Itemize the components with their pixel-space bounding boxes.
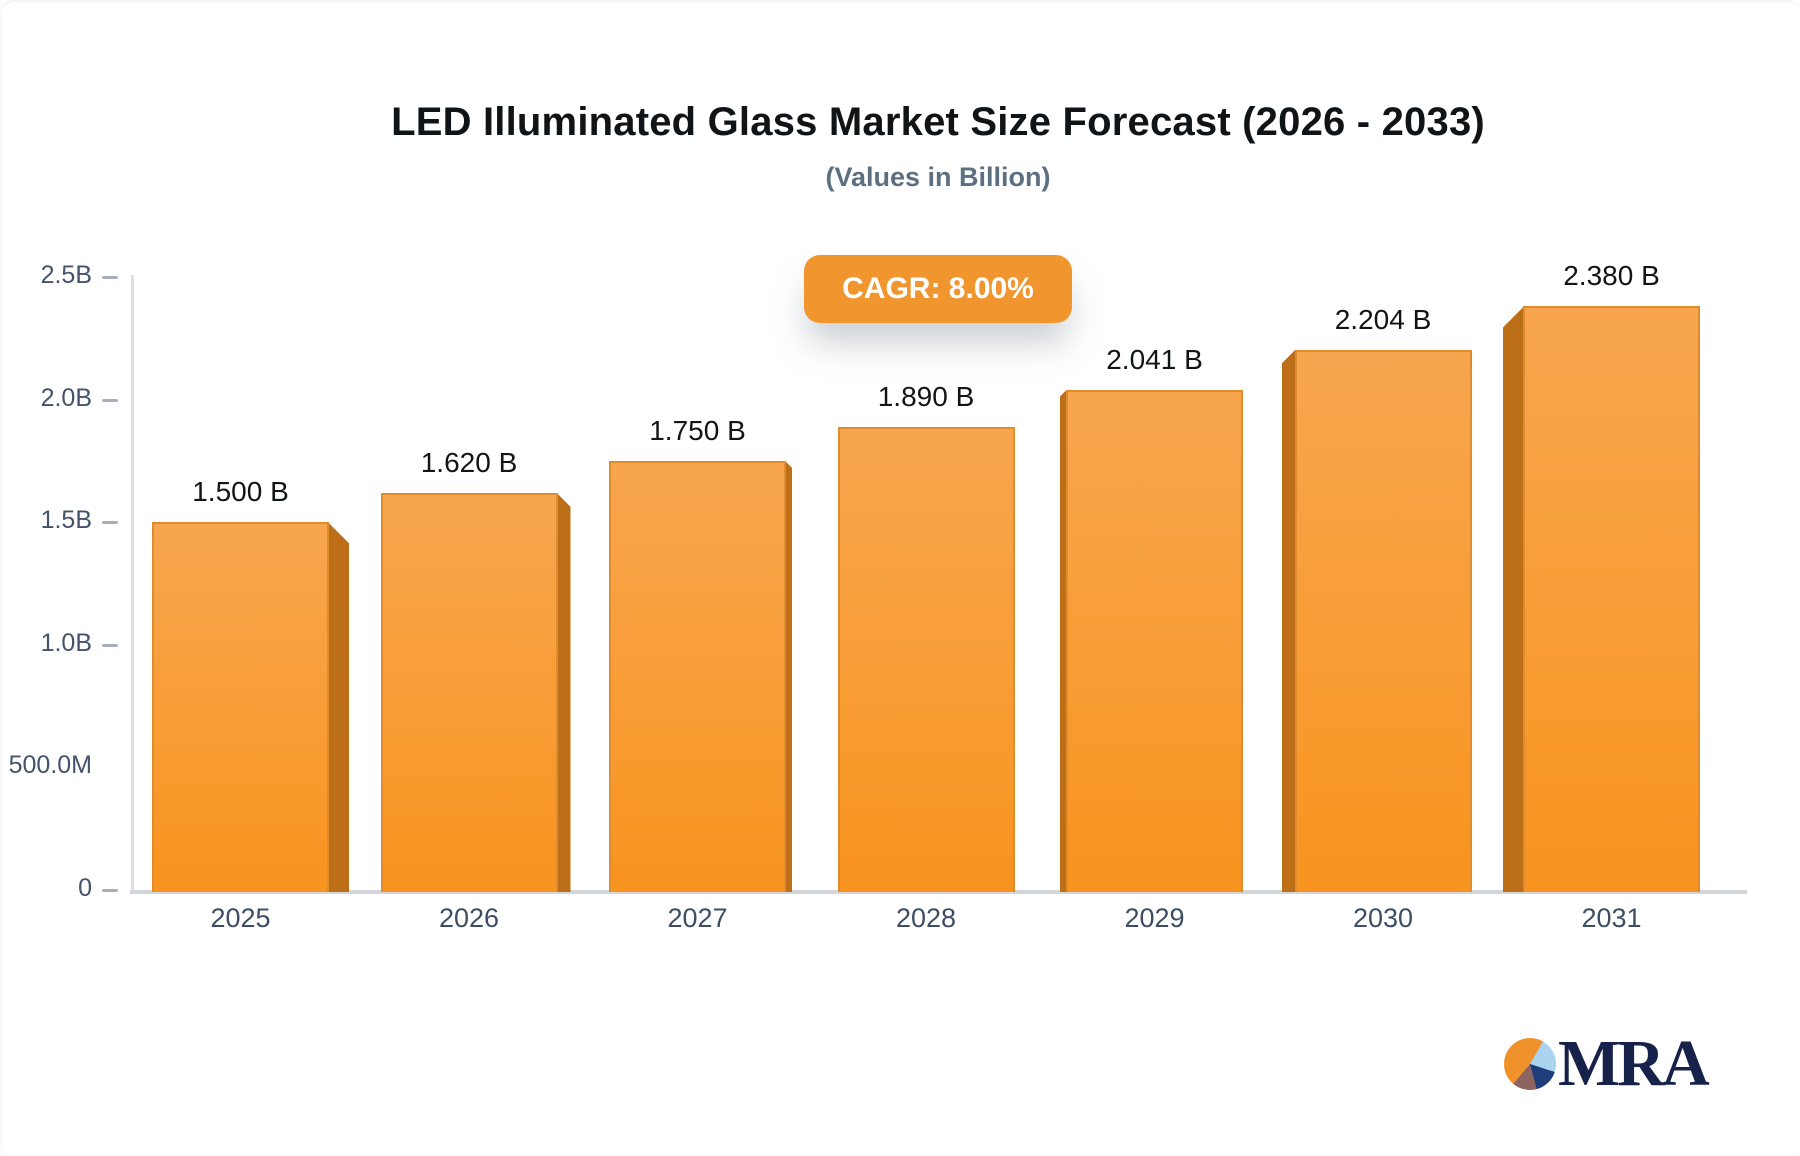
mra-logo-text: MRA xyxy=(1558,1027,1710,1100)
bar-side-3d xyxy=(1503,306,1524,892)
bar-value-label: 1.620 B xyxy=(420,446,518,478)
x-axis-label: 2027 xyxy=(667,903,728,933)
bar-value-label: 1.500 B xyxy=(192,476,289,508)
bar-side-3d xyxy=(785,460,792,892)
x-axis-label: 2026 xyxy=(438,903,500,933)
bar-value-label: 1.890 B xyxy=(877,380,975,412)
bar-side-3d xyxy=(1281,349,1296,892)
bar-side-3d xyxy=(328,522,349,892)
bar xyxy=(837,426,1015,892)
y-axis-label: 0 xyxy=(78,874,92,902)
bar-side-3d xyxy=(1060,389,1067,892)
bar-value-label: 2.204 B xyxy=(1334,303,1432,335)
bar xyxy=(609,460,786,892)
y-axis-tick xyxy=(102,276,118,279)
y-axis-tick xyxy=(102,398,118,402)
x-axis-label: 2029 xyxy=(1124,903,1185,933)
bar xyxy=(152,522,329,892)
bar-value-label: 2.041 B xyxy=(1106,343,1203,375)
cagr-badge: CAGR: 8.00% xyxy=(804,255,1072,323)
cagr-badge-wrap: CAGR: 8.00% xyxy=(76,255,1800,323)
y-axis-label: 1.5B xyxy=(40,506,92,535)
x-axis-label: 2025 xyxy=(210,903,271,933)
bar-value-label: 1.750 B xyxy=(649,414,746,446)
x-axis-label: 2031 xyxy=(1581,903,1642,933)
y-axis-tick xyxy=(102,643,118,647)
y-axis-label: 2.0B xyxy=(40,383,92,412)
x-axis-label: 2028 xyxy=(895,903,957,933)
x-axis-label: 2030 xyxy=(1352,903,1414,933)
bar xyxy=(1294,349,1472,892)
y-axis-tick xyxy=(102,521,118,525)
mra-logo: MRA xyxy=(1504,1027,1710,1100)
y-axis-line xyxy=(131,275,134,894)
bar xyxy=(380,492,558,892)
x-axis-line xyxy=(130,890,1747,894)
y-axis-label: 1.0B xyxy=(40,628,92,657)
bar xyxy=(1523,306,1700,892)
bar xyxy=(1066,389,1243,892)
bar-side-3d xyxy=(556,492,571,892)
y-axis-label: 500.0M xyxy=(8,751,92,780)
mra-pie-chart-icon xyxy=(1504,1038,1556,1090)
y-axis-label: 2.5B xyxy=(40,261,92,289)
y-axis-tick xyxy=(102,889,118,892)
chart-subtitle: (Values in Billion) xyxy=(825,162,1051,192)
bar-value-label: 2.380 B xyxy=(1563,260,1660,292)
chart-title: LED Illuminated Glass Market Size Foreca… xyxy=(391,100,1485,144)
